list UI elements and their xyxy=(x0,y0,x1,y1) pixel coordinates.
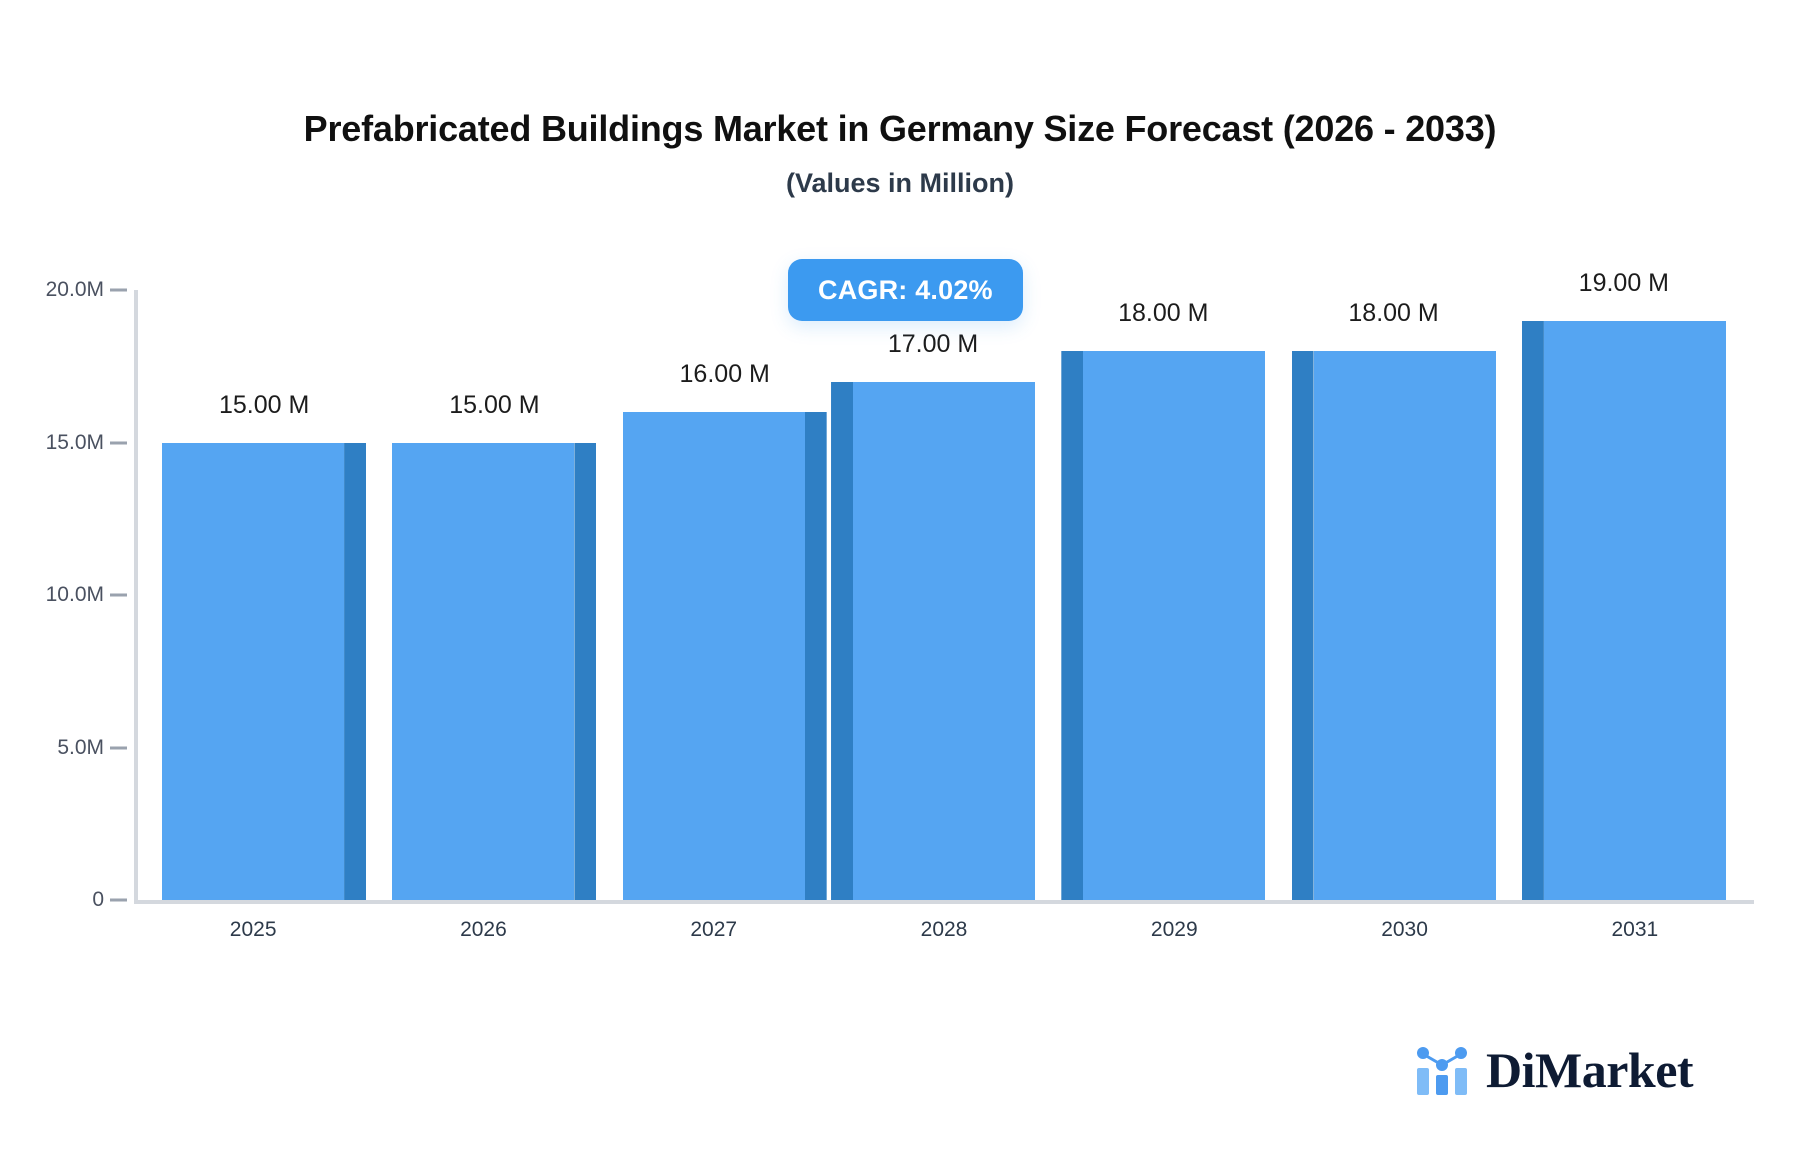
x-tick-label: 2026 xyxy=(460,918,507,941)
page-title: Prefabricated Buildings Market in German… xyxy=(303,108,1497,149)
cagr-badge: CAGR: 4.02% xyxy=(788,259,1023,321)
x-tick-label: 2030 xyxy=(1381,918,1428,941)
y-tick-mark xyxy=(110,898,127,902)
bar-value-label: 15.00 M xyxy=(218,390,310,419)
bar-side-face xyxy=(1061,351,1084,900)
bar-side-face xyxy=(1521,320,1544,900)
y-tick-label: 10.0M xyxy=(45,583,104,606)
x-tick-label: 2028 xyxy=(920,918,968,941)
bar-value-label: 17.00 M xyxy=(887,329,979,358)
bar-front-face xyxy=(1083,351,1266,900)
bar-front-face xyxy=(1313,351,1496,900)
x-tick-label: 2025 xyxy=(229,918,277,941)
x-tick-label: 2027 xyxy=(690,918,738,941)
bar[interactable] xyxy=(162,442,367,900)
bar-front-face xyxy=(853,381,1035,900)
chart-subtitle: (Values in Million) xyxy=(785,168,1015,198)
bar-front-face xyxy=(162,442,345,900)
bar-value-label: 18.00 M xyxy=(1118,299,1209,327)
y-tick-label: 20.0M xyxy=(45,278,104,301)
brand-logo: DiMarket xyxy=(1412,1042,1694,1098)
bar-value-label: 18.00 M xyxy=(1348,299,1439,327)
bar-side-face xyxy=(574,442,597,900)
logo-wordmark: DiMarket xyxy=(1486,1042,1694,1098)
cagr-badge-label: CAGR: 4.02% xyxy=(818,274,993,305)
y-tick-mark xyxy=(110,288,127,292)
x-tick-label: 2031 xyxy=(1611,918,1659,941)
y-tick-label: 15.0M xyxy=(45,430,104,454)
bar[interactable] xyxy=(831,381,1035,900)
y-tick-label: 0 xyxy=(92,888,104,911)
y-tick-mark xyxy=(110,593,127,597)
bar-value-label: 19.00 M xyxy=(1578,268,1670,297)
bar-side-face xyxy=(831,381,854,900)
bar-value-label: 16.00 M xyxy=(679,360,770,388)
bar-front-face xyxy=(1543,320,1726,900)
bar-front-face xyxy=(622,412,805,900)
y-tick-mark xyxy=(110,441,127,444)
bar-chart-trend-icon xyxy=(1412,1042,1472,1098)
bar-side-face xyxy=(1291,351,1314,900)
bar-side-face xyxy=(344,442,367,900)
y-axis-line xyxy=(134,290,138,904)
bar-value-label: 15.00 M xyxy=(449,390,540,419)
y-tick-mark xyxy=(110,746,127,749)
y-tick-label: 5.0M xyxy=(57,735,104,759)
bar[interactable] xyxy=(1061,351,1266,900)
bar-side-face xyxy=(804,412,827,900)
bar[interactable] xyxy=(1521,320,1726,900)
x-tick-label: 2029 xyxy=(1150,918,1198,941)
bar[interactable] xyxy=(1291,351,1496,900)
bar-front-face xyxy=(392,442,575,900)
x-axis-line xyxy=(134,900,1754,904)
bar[interactable] xyxy=(622,412,827,900)
bar[interactable] xyxy=(392,442,597,900)
